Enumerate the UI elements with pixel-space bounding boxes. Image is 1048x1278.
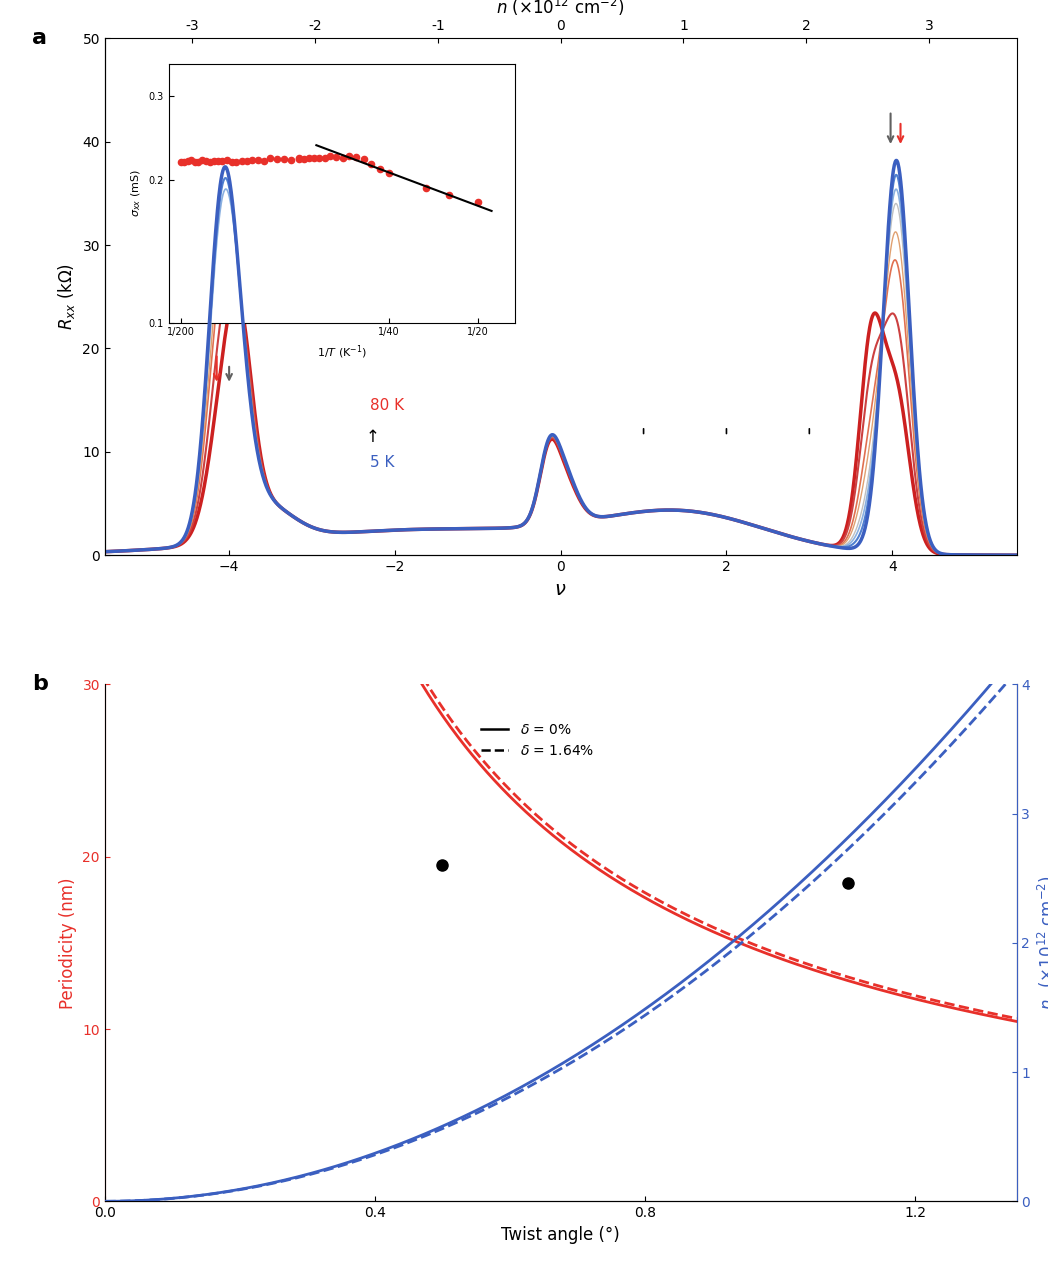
Y-axis label: Periodicity (nm): Periodicity (nm) — [59, 877, 77, 1008]
Legend: $\delta$ = 0%, $\delta$ = 1.64%: $\delta$ = 0%, $\delta$ = 1.64% — [475, 717, 599, 763]
Text: 80 K: 80 K — [370, 399, 405, 414]
Text: 5 K: 5 K — [370, 455, 394, 470]
X-axis label: Twist angle (°): Twist angle (°) — [501, 1226, 620, 1243]
Text: $\uparrow$: $\uparrow$ — [363, 428, 378, 446]
X-axis label: $\nu$: $\nu$ — [554, 580, 567, 598]
X-axis label: $n$ ($\times$10$^{12}$ cm$^{-2}$): $n$ ($\times$10$^{12}$ cm$^{-2}$) — [497, 0, 625, 18]
Text: b: b — [31, 674, 48, 694]
Y-axis label: $n_s$ ($\times$10$^{12}$ cm$^{-2}$): $n_s$ ($\times$10$^{12}$ cm$^{-2}$) — [1035, 875, 1048, 1011]
Text: a: a — [31, 28, 47, 49]
Y-axis label: $R_{xx}$ (k$\Omega$): $R_{xx}$ (k$\Omega$) — [56, 263, 77, 330]
